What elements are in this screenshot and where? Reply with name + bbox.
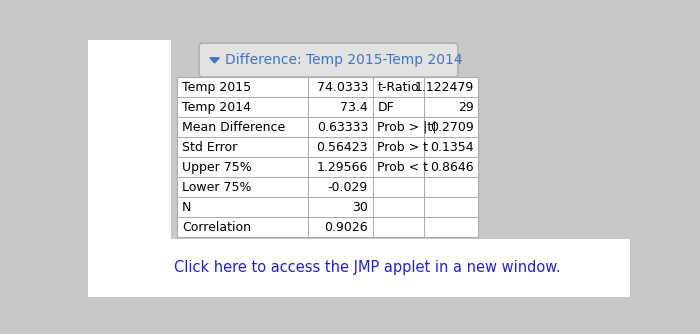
- Text: Prob > t: Prob > t: [377, 141, 428, 154]
- Bar: [88, 239, 630, 297]
- Text: Mean Difference: Mean Difference: [182, 121, 286, 134]
- Bar: [88, 40, 172, 297]
- Text: Temp 2015: Temp 2015: [182, 80, 251, 94]
- Text: 73.4: 73.4: [340, 101, 368, 114]
- Text: 1.122479: 1.122479: [414, 80, 473, 94]
- Text: -0.029: -0.029: [328, 181, 368, 194]
- Text: 0.1354: 0.1354: [430, 141, 473, 154]
- Text: Std Error: Std Error: [182, 141, 237, 154]
- Text: 74.0333: 74.0333: [316, 80, 368, 94]
- Text: 1.29566: 1.29566: [316, 161, 368, 174]
- Text: Correlation: Correlation: [182, 221, 251, 234]
- Text: 0.9026: 0.9026: [324, 221, 368, 234]
- Text: Temp 2014: Temp 2014: [182, 101, 251, 114]
- Text: N: N: [182, 201, 191, 214]
- Text: 30: 30: [352, 201, 368, 214]
- Bar: [177, 77, 478, 237]
- Text: Prob < t: Prob < t: [377, 161, 428, 174]
- Text: 29: 29: [458, 101, 473, 114]
- Text: Click here to access the JMP applet in a new window.: Click here to access the JMP applet in a…: [174, 260, 561, 275]
- Text: 0.8646: 0.8646: [430, 161, 473, 174]
- Text: Prob > |t|: Prob > |t|: [377, 121, 437, 134]
- FancyBboxPatch shape: [199, 43, 458, 77]
- Polygon shape: [210, 58, 219, 63]
- Text: 0.2709: 0.2709: [430, 121, 473, 134]
- Text: 0.63333: 0.63333: [316, 121, 368, 134]
- Text: Lower 75%: Lower 75%: [182, 181, 251, 194]
- Text: DF: DF: [377, 101, 394, 114]
- Text: Difference: Temp 2015-Temp 2014: Difference: Temp 2015-Temp 2014: [225, 53, 463, 67]
- Text: Upper 75%: Upper 75%: [182, 161, 252, 174]
- Text: 0.56423: 0.56423: [316, 141, 368, 154]
- Text: t-Ratio: t-Ratio: [377, 80, 419, 94]
